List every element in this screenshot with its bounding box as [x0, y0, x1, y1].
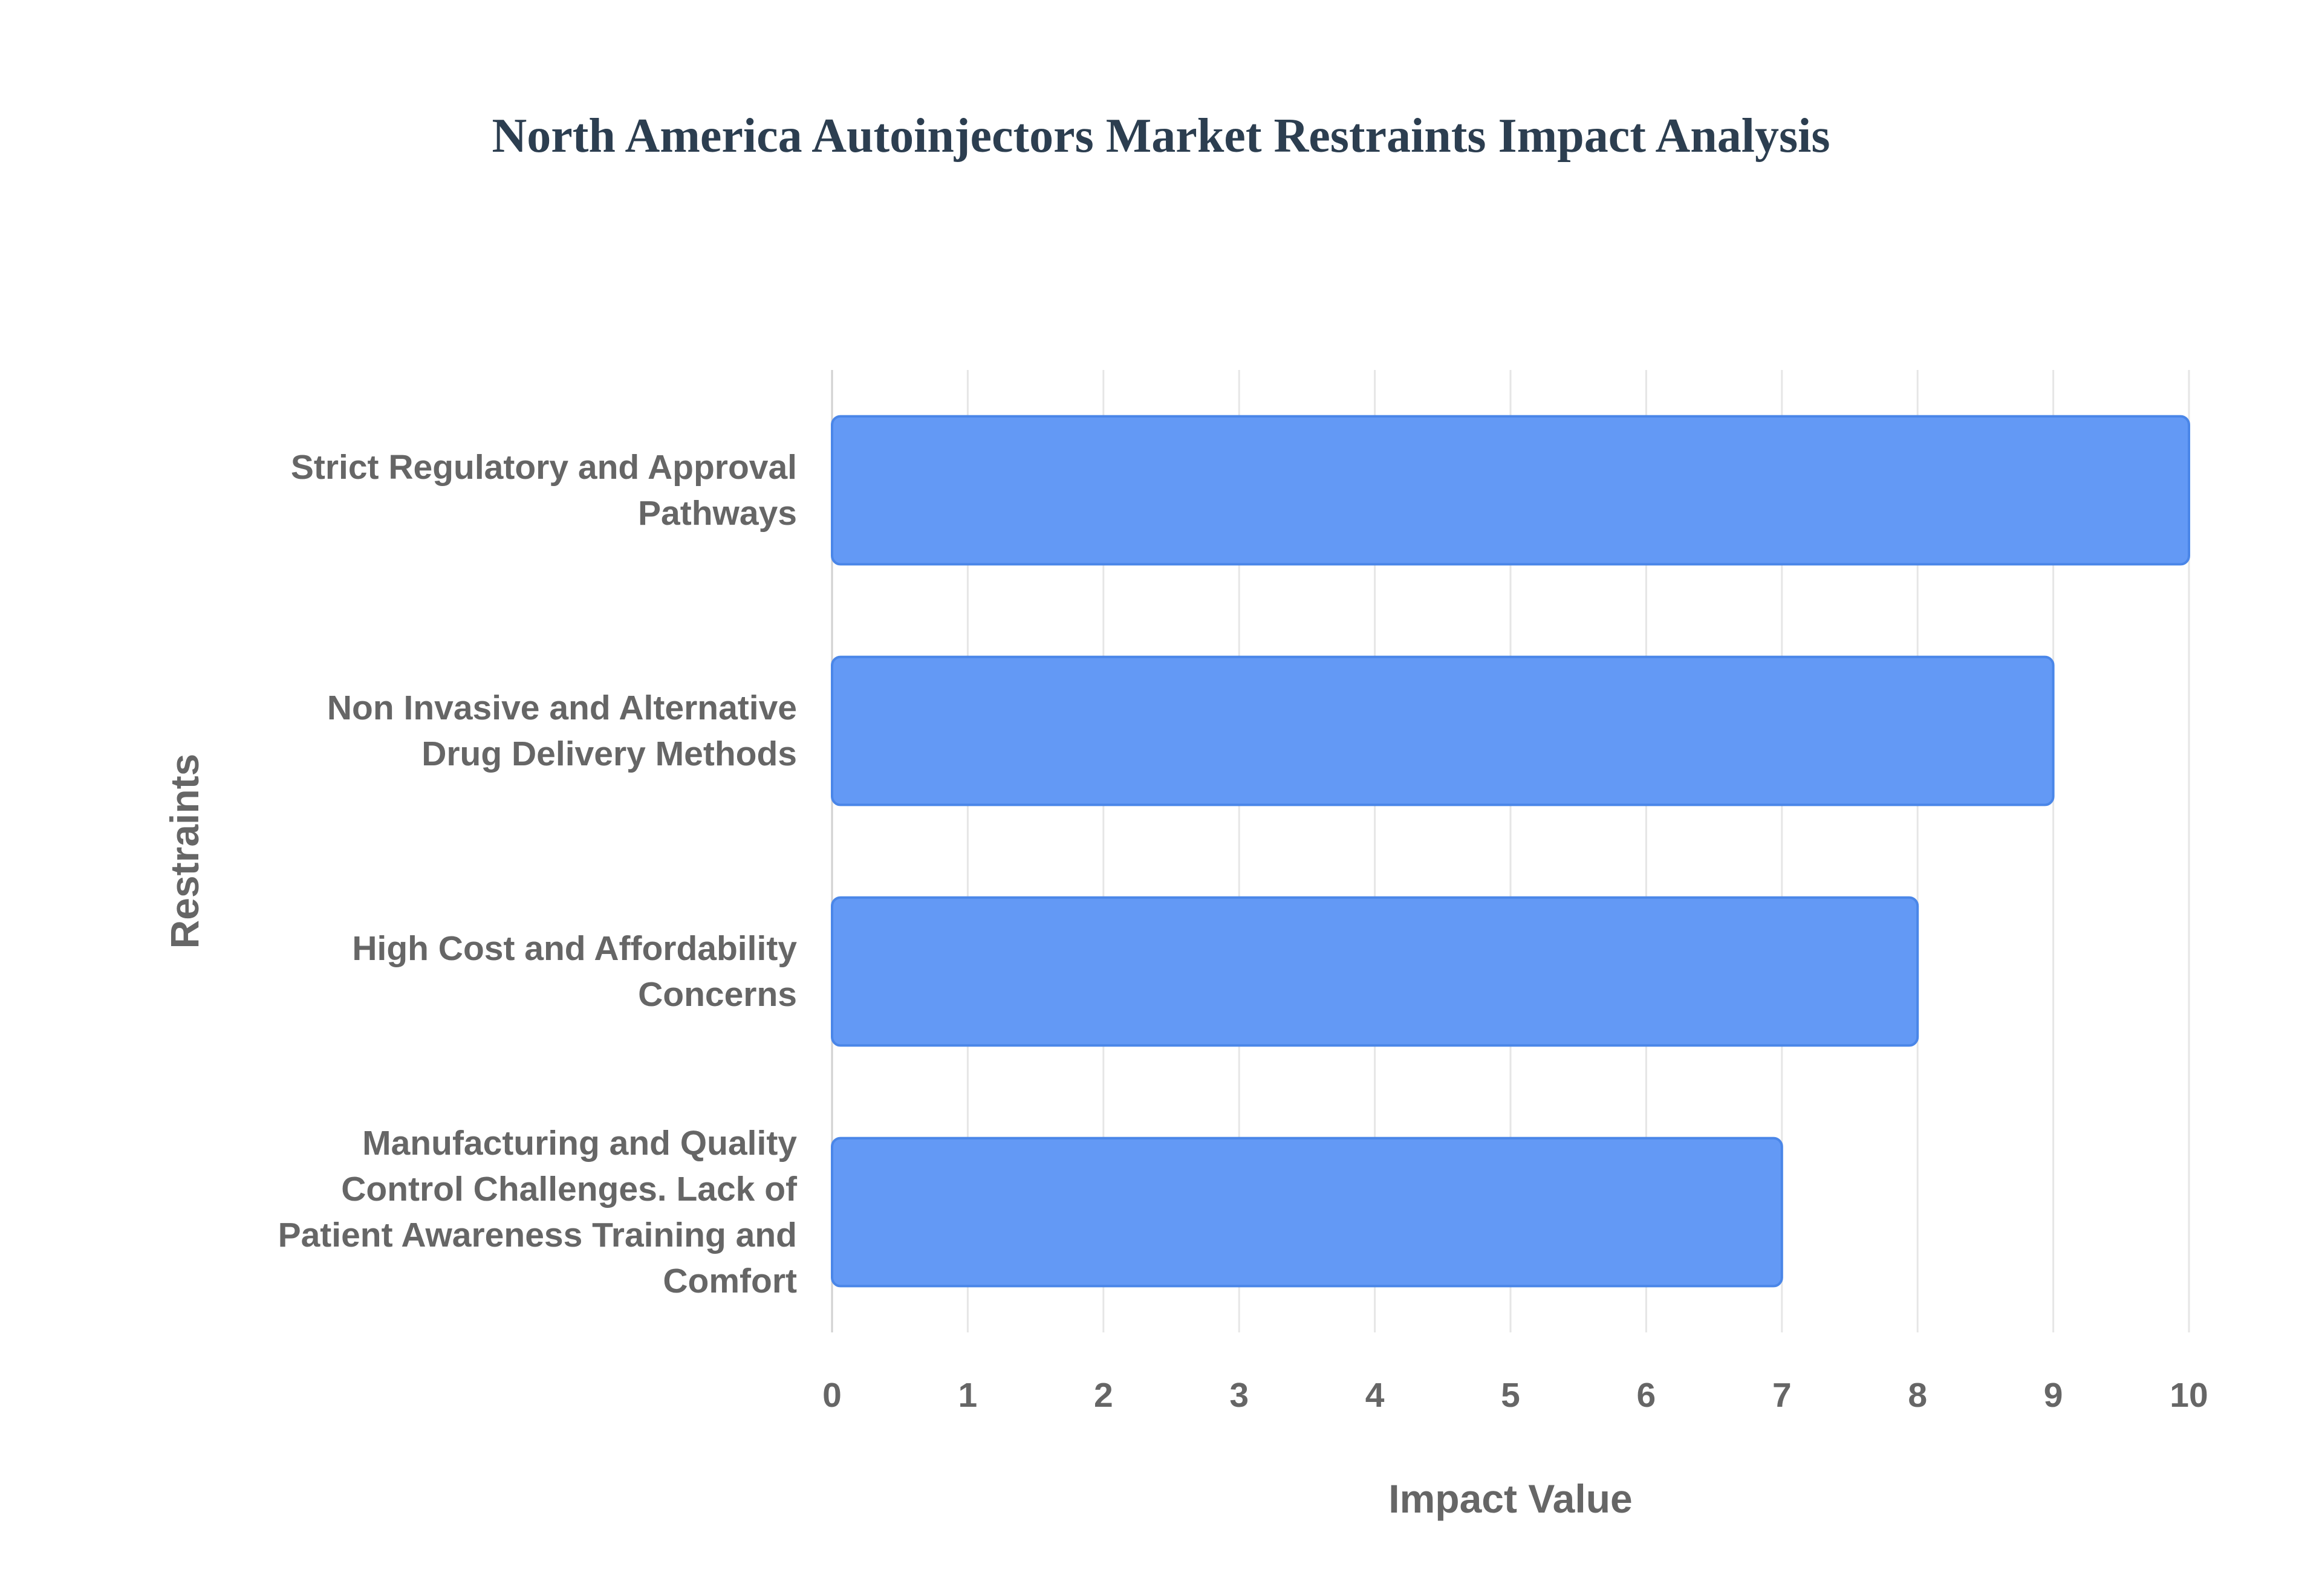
x-tick-label: 4 — [1365, 1376, 1385, 1415]
x-tick-label: 6 — [1637, 1376, 1656, 1415]
y-tick-label: Non Invasive and Alternative Drug Delive… — [327, 689, 797, 773]
bar — [831, 415, 2190, 566]
x-tick-label: 9 — [2044, 1376, 2063, 1415]
y-axis-title: Restraints — [162, 754, 207, 949]
x-tick-label: 7 — [1772, 1376, 1792, 1415]
x-tick-label: 5 — [1501, 1376, 1520, 1415]
x-tick-label: 2 — [1094, 1376, 1113, 1415]
x-tick-label: 8 — [1908, 1376, 1927, 1415]
y-tick-label: Strict Regulatory and Approval Pathways — [290, 448, 797, 533]
y-tick-label: Manufacturing and Quality Control Challe… — [278, 1124, 797, 1300]
x-tick-label: 1 — [958, 1376, 978, 1415]
bar — [831, 896, 1919, 1047]
chart-title: North America Autoinjectors Market Restr… — [492, 109, 1830, 163]
bar — [831, 655, 2055, 806]
x-tick-label: 10 — [2170, 1376, 2208, 1415]
x-axis-title: Impact Value — [1388, 1476, 1633, 1521]
y-tick-label: High Cost and Affordability Concerns — [352, 929, 797, 1014]
bar — [831, 1137, 1783, 1288]
x-tick-label: 3 — [1229, 1376, 1249, 1415]
x-tick-label: 0 — [822, 1376, 842, 1415]
